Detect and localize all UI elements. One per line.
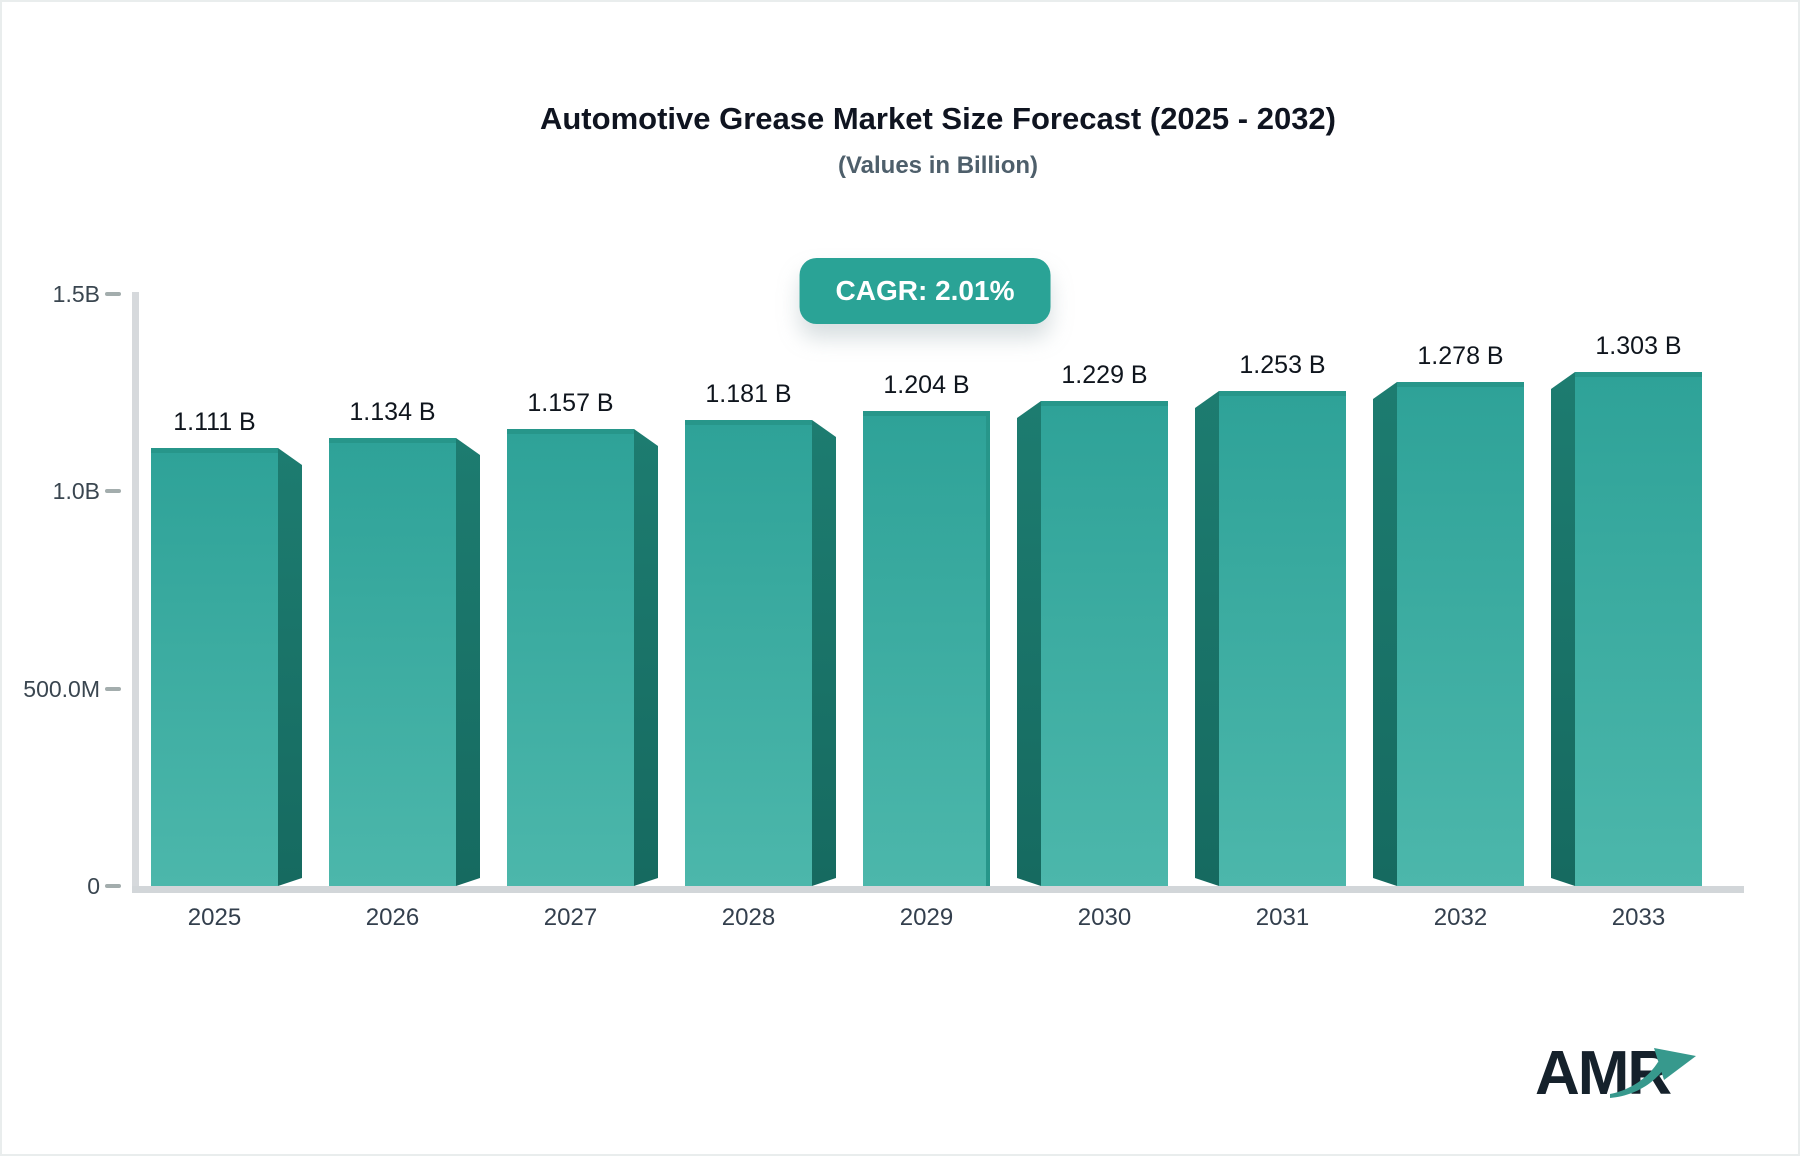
bar-2032 <box>1397 382 1524 886</box>
bar-side-2025 <box>278 448 302 886</box>
x-tick-label-2033: 2033 <box>1611 904 1666 931</box>
chart-title: Automotive Grease Market Size Forecast (… <box>539 101 1336 136</box>
y-tick-label: 1.0B <box>52 478 100 505</box>
y-tick-mark <box>105 686 121 691</box>
bar-value-label-2031: 1.253 B <box>1239 351 1326 379</box>
bar-value-label-2028: 1.181 B <box>705 380 792 408</box>
x-tick-label-2029: 2029 <box>899 904 954 931</box>
x-tick-label-2025: 2025 <box>187 904 242 931</box>
bar-value-label-2033: 1.303 B <box>1595 332 1682 360</box>
x-tick-label-2026: 2026 <box>365 904 420 931</box>
bar-2033 <box>1575 372 1702 886</box>
bar-2031 <box>1219 391 1346 886</box>
bar-value-label-2026: 1.134 B <box>349 398 436 426</box>
y-tick-label: 500.0M <box>23 675 100 702</box>
y-tick-label: 1.5B <box>52 280 100 307</box>
amr-logo: AMR <box>1535 1038 1735 1128</box>
bar-value-label-2025: 1.111 B <box>173 408 256 436</box>
x-tick-label-2030: 2030 <box>1077 904 1132 931</box>
bar-side-2030 <box>1017 401 1041 886</box>
bar-2026 <box>329 438 456 886</box>
bar-2025 <box>151 448 278 886</box>
bar-side-2033 <box>1551 372 1575 886</box>
bar-value-label-2029: 1.204 B <box>883 371 970 399</box>
cagr-badge: CAGR: 2.01% <box>799 258 1051 324</box>
x-tick-label-2027: 2027 <box>543 904 598 931</box>
bar-2027 <box>507 429 634 886</box>
bar-value-label-2027: 1.157 B <box>527 389 614 417</box>
bar-value-label-2030: 1.229 B <box>1061 361 1148 389</box>
x-tick-label-2031: 2031 <box>1255 904 1310 931</box>
bar-side-2027 <box>634 429 658 886</box>
y-tick-mark <box>105 489 121 494</box>
x-tick-label-2032: 2032 <box>1433 904 1488 931</box>
bar-2030 <box>1041 401 1168 886</box>
amr-logo-arrow-icon <box>1610 1048 1696 1098</box>
chart-subtitle: (Values in Billion) <box>837 152 1039 179</box>
bar-value-label-2032: 1.278 B <box>1417 342 1504 370</box>
y-tick-mark <box>105 884 121 888</box>
bar-side-2031 <box>1195 391 1219 886</box>
bar-side-2032 <box>1373 382 1397 886</box>
y-axis-line <box>132 292 139 893</box>
y-tick-label: 0 <box>87 873 100 899</box>
bar-2028 <box>685 420 812 886</box>
y-tick-mark <box>105 291 121 296</box>
x-tick-label-2028: 2028 <box>721 904 776 931</box>
bar-side-2026 <box>456 438 480 886</box>
x-axis-line <box>132 886 1744 893</box>
bar-2029 <box>863 411 990 886</box>
bar-side-2028 <box>812 420 836 886</box>
